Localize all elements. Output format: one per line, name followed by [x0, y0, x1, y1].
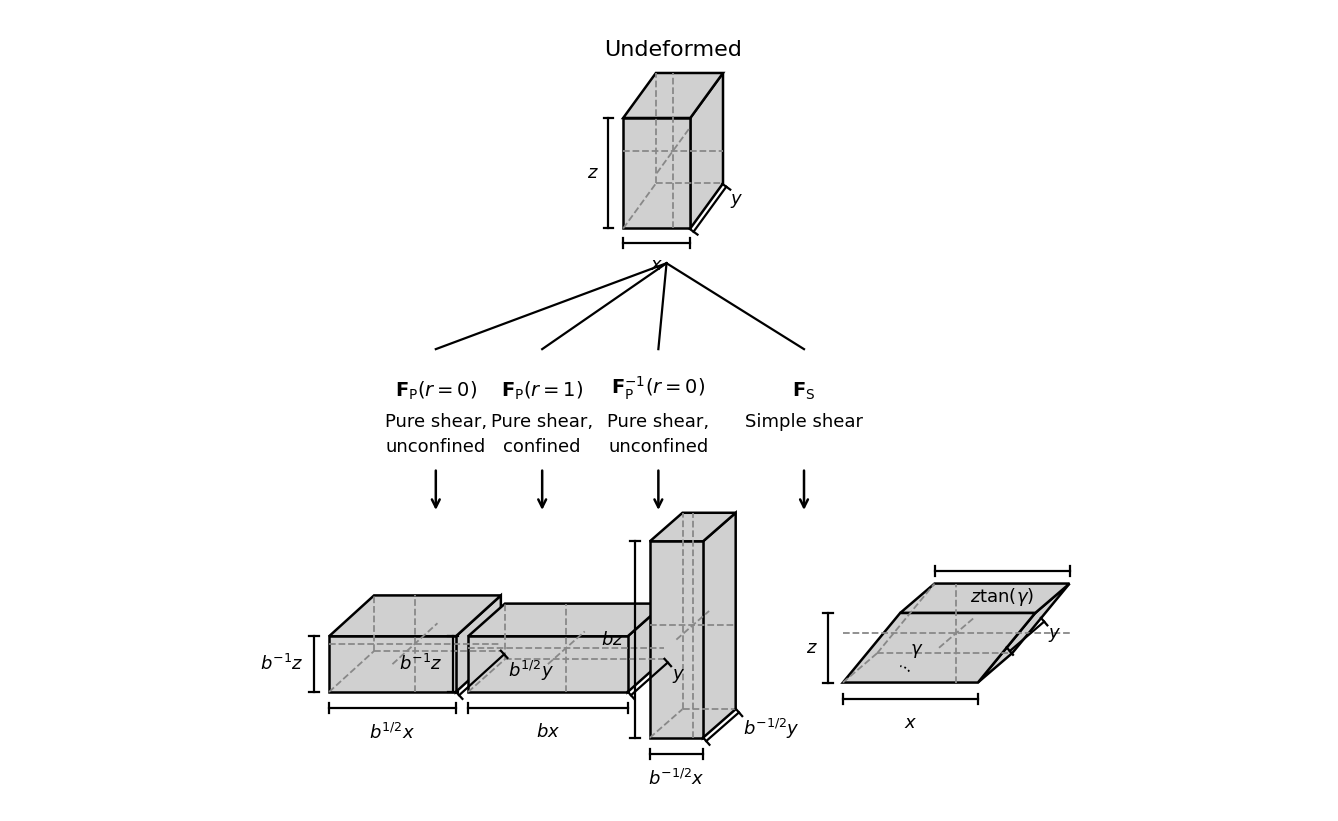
Text: Pure shear,
confined: Pure shear, confined [491, 413, 593, 456]
Text: Undeformed: Undeformed [605, 40, 743, 60]
Polygon shape [456, 595, 500, 692]
Polygon shape [624, 118, 690, 228]
Polygon shape [843, 613, 1036, 682]
Polygon shape [628, 603, 665, 692]
Text: $bz$: $bz$ [601, 631, 625, 649]
Polygon shape [702, 513, 736, 738]
Text: $x$: $x$ [650, 256, 664, 274]
Text: $z$: $z$ [587, 164, 598, 182]
Polygon shape [690, 73, 723, 228]
Text: $b^{-1/2}x$: $b^{-1/2}x$ [648, 769, 705, 789]
Text: $x$: $x$ [903, 713, 917, 732]
Text: $b^{-1}z$: $b^{-1}z$ [260, 654, 304, 674]
Text: $b^{1/2}y$: $b^{1/2}y$ [508, 658, 554, 682]
Text: $z\tan(\gamma)$: $z\tan(\gamma)$ [970, 586, 1034, 608]
Text: $z$: $z$ [805, 639, 818, 657]
Text: $\mathbf{F}_\mathrm{P}(r = 0)$: $\mathbf{F}_\mathrm{P}(r = 0)$ [395, 380, 476, 402]
Polygon shape [468, 603, 665, 636]
Polygon shape [650, 541, 702, 738]
Text: $\mathbf{F}_\mathrm{P}(r = 1)$: $\mathbf{F}_\mathrm{P}(r = 1)$ [500, 380, 583, 402]
Text: $\mathbf{F}_\mathrm{P}^{-1}(r = 0)$: $\mathbf{F}_\mathrm{P}^{-1}(r = 0)$ [611, 375, 705, 402]
Text: Pure shear,
unconfined: Pure shear, unconfined [607, 413, 709, 456]
Text: $\gamma$: $\gamma$ [910, 642, 923, 659]
Polygon shape [624, 73, 723, 118]
Text: $bx$: $bx$ [535, 723, 561, 741]
Polygon shape [329, 636, 456, 692]
Text: $b^{-1/2}y$: $b^{-1/2}y$ [743, 717, 800, 741]
Polygon shape [978, 584, 1069, 682]
Text: $b^{1/2}x$: $b^{1/2}x$ [369, 723, 415, 743]
Polygon shape [900, 584, 1069, 613]
Text: $b^{-1}z$: $b^{-1}z$ [399, 654, 443, 674]
Text: $y$: $y$ [1048, 626, 1061, 644]
Polygon shape [650, 513, 736, 541]
Text: $y$: $y$ [672, 667, 685, 685]
Text: Simple shear: Simple shear [745, 413, 863, 431]
Text: $y$: $y$ [731, 191, 744, 209]
Text: Pure shear,
unconfined: Pure shear, unconfined [385, 413, 487, 456]
Polygon shape [329, 595, 500, 636]
Polygon shape [468, 636, 628, 692]
Text: $\mathbf{F}_\mathrm{S}$: $\mathbf{F}_\mathrm{S}$ [792, 381, 816, 402]
